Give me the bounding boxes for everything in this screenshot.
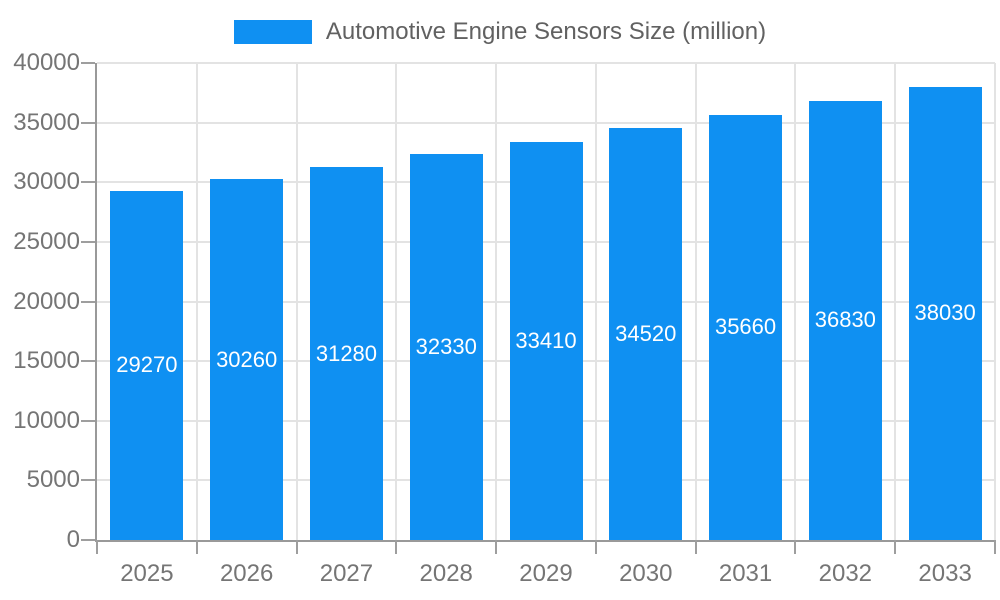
x-axis-tick [994,540,996,554]
h-gridline [97,121,995,124]
bar-value-label: 35660 [714,314,777,340]
x-axis-tick [96,540,98,554]
x-axis-tick-label: 2030 [619,560,673,587]
x-axis-tick-label: 2025 [120,560,174,587]
bar-2027[interactable]: 31280 [309,167,383,540]
x-axis-tick [894,540,897,554]
y-axis-tick [81,121,95,124]
x-axis-tick [694,540,697,554]
y-axis-tick-label: 20000 [13,287,80,315]
v-gridline [994,63,996,540]
x-axis-tick-label: 2026 [219,560,274,587]
y-axis-tick-label: 15000 [13,347,80,375]
x-axis-tick-label: 2033 [918,560,972,587]
y-axis-tick-label: 10000 [13,406,80,434]
x-axis-tick-label: 2028 [419,560,473,587]
legend-label: Automotive Engine Sensors Size (million) [325,18,767,45]
y-axis-tick-label: 0 [66,526,80,553]
h-gridline [97,62,995,64]
bar-value-label: 34520 [615,321,677,347]
y-axis-tick-label: 35000 [13,108,80,136]
x-axis-tick-label: 2029 [519,560,573,587]
x-axis-tick-label: 2027 [319,560,374,587]
y-axis-tick [81,300,95,303]
bar-2028[interactable]: 32330 [409,154,483,540]
chart-legend: Automotive Engine Sensors Size (million) [0,18,1000,46]
bar-value-label: 38030 [914,300,976,326]
y-axis-line [95,63,97,540]
x-axis-tick [594,540,597,554]
x-axis-line [95,540,995,542]
bar-value-label: 30260 [216,346,278,372]
bar-value-label: 29270 [116,352,178,378]
y-axis-tick [81,360,95,363]
x-axis-tick [295,540,298,554]
y-axis-tick [81,419,95,422]
bar-value-label: 36830 [814,307,876,333]
y-axis-tick [81,539,95,541]
y-axis-tick-label: 5000 [26,466,80,494]
bar-value-label: 33410 [515,327,577,353]
plot-area: 29270 30260 31280 32330 33410 34520 35660 36830… [95,62,996,542]
legend-swatch [233,20,312,44]
y-axis-tick-label: 25000 [13,227,80,255]
x-axis-tick [195,540,198,554]
x-axis-tick [495,540,498,554]
x-axis-tick [794,540,797,554]
y-axis-tick-label: 30000 [13,168,80,196]
bar-value-label: 31280 [315,340,378,366]
x-axis-tick-label: 2031 [718,560,773,587]
y-axis-tick-label: 40000 [13,49,80,76]
y-axis-tick [81,479,95,482]
bar-value-label: 32330 [415,334,477,360]
bar-2026[interactable]: 30260 [210,179,284,540]
x-axis-tick-label: 2032 [818,560,873,587]
bar-2029[interactable]: 33410 [509,141,583,540]
bar-2030[interactable]: 34520 [609,128,683,540]
y-axis-tick [81,62,95,64]
y-axis-tick [81,181,95,184]
x-axis-tick [395,540,398,554]
bar-2025[interactable]: 29270 [110,190,184,540]
bar-2032[interactable]: 36830 [808,100,882,540]
bar-2033[interactable]: 38030 [908,86,982,540]
bar-2031[interactable]: 35660 [709,114,783,540]
y-axis-tick [81,240,95,243]
